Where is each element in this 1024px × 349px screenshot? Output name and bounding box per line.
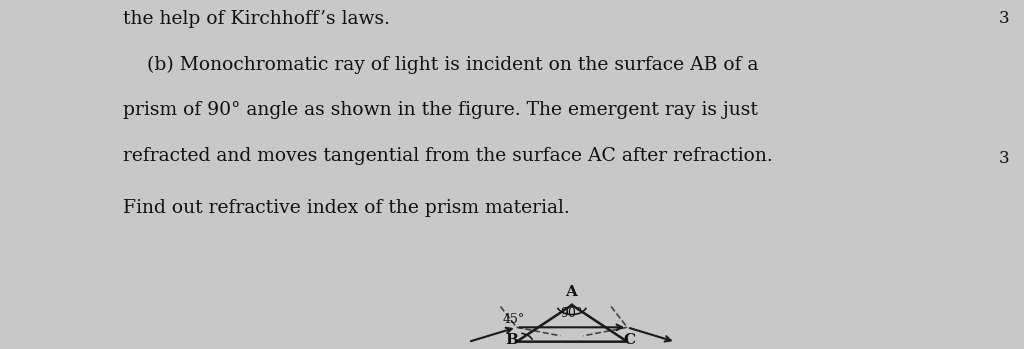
Text: 45°: 45° [503, 313, 525, 326]
Text: C: C [624, 333, 636, 347]
Text: 3: 3 [998, 10, 1009, 28]
Text: 3: 3 [998, 150, 1009, 167]
Text: the help of Kirchhoff’s laws.: the help of Kirchhoff’s laws. [123, 10, 390, 29]
Text: prism of 90° angle as shown in the figure. The emergent ray is just: prism of 90° angle as shown in the figur… [123, 101, 758, 119]
Text: (b) Monochromatic ray of light is incident on the surface AB of a: (b) Monochromatic ray of light is incide… [123, 56, 759, 74]
Text: refracted and moves tangential from the surface AC after refraction.: refracted and moves tangential from the … [123, 147, 773, 165]
Text: 90°: 90° [560, 307, 582, 320]
Text: Find out refractive index of the prism material.: Find out refractive index of the prism m… [123, 199, 569, 217]
Text: A: A [565, 285, 577, 299]
Text: B: B [506, 333, 518, 347]
